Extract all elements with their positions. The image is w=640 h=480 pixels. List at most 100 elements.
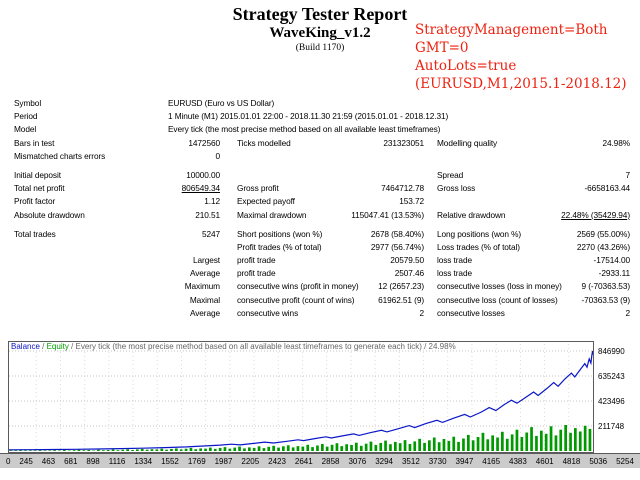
lot-size-bar	[102, 450, 105, 451]
metric-value: -6658163.44	[584, 183, 631, 194]
lot-size-bar	[462, 438, 465, 451]
metric-value-wide: Every tick (the most precise method base…	[168, 124, 441, 135]
metric-value: 806549.34	[181, 183, 220, 194]
lot-size-bar	[58, 450, 61, 451]
lot-size-bar	[155, 449, 159, 451]
lot-size-bar	[179, 449, 183, 451]
metric-value: 7	[625, 169, 630, 180]
report-row: Average consecutive wins 2 consecutive loss…	[0, 307, 640, 320]
metric-label: profit trade	[237, 255, 276, 266]
lot-size-bar	[325, 446, 329, 451]
lot-size-bar	[257, 446, 261, 451]
lot-size-bar	[374, 445, 378, 451]
x-axis-label: 1116	[108, 456, 126, 466]
x-axis-label: 3076	[348, 456, 367, 466]
metric-value: Maximum	[184, 281, 220, 292]
metric-value: Maximal	[189, 294, 220, 305]
report-row: Maximum consecutive wins (profit in money…	[0, 280, 640, 293]
lot-size-bar	[9, 450, 13, 451]
lot-size-bar	[520, 437, 524, 451]
x-axis-label: 3947	[455, 456, 474, 466]
report-row: Total net profit 806549.34 Gross profit 746…	[0, 182, 640, 195]
metric-value: 10000.00	[186, 169, 220, 180]
lot-size-bar	[379, 442, 383, 451]
x-axis-label: 2858	[321, 456, 340, 466]
lot-size-bar	[53, 450, 56, 451]
metric-label: profit trade	[237, 268, 276, 279]
metric-value: 12 (2657.23)	[378, 281, 424, 292]
lot-size-bar	[150, 449, 154, 451]
y-axis-label: 211748	[598, 421, 625, 431]
x-axis-label: 4165	[482, 456, 501, 466]
metric-value: -17514.00	[593, 255, 631, 266]
lot-size-bar	[471, 440, 475, 451]
lot-size-bar	[204, 448, 207, 451]
metric-value: 2	[625, 307, 630, 318]
lot-size-bar	[540, 430, 543, 451]
y-axis-label: 846990	[598, 347, 625, 356]
metric-label: Gross profit	[237, 183, 279, 194]
lot-size-bar	[364, 443, 368, 451]
build-label: (Build 1170)	[295, 43, 345, 53]
lot-size-bar	[442, 439, 446, 451]
lot-size-bar	[72, 450, 76, 451]
x-axis-strip: 0 245 463 681 898 1116 1334 1552 1769 1987 2205 242…	[0, 453, 640, 468]
metric-value: 153.72	[399, 196, 424, 207]
lot-size-bar	[330, 444, 334, 451]
lot-size-bar	[505, 438, 509, 451]
lot-size-bar	[286, 445, 290, 451]
metric-value: Largest	[193, 255, 220, 266]
strategy-name: WaveKing_v1.2	[269, 25, 371, 41]
metric-label: Spread	[437, 169, 464, 180]
lot-size-bar	[29, 450, 32, 451]
metric-value: 210.51	[195, 209, 220, 220]
x-axis-label: 245	[19, 456, 33, 466]
metric-value: 5247	[201, 228, 220, 239]
lot-size-bar	[140, 448, 144, 451]
lot-size-bar	[384, 440, 387, 451]
x-axis-label: 4601	[535, 456, 554, 466]
legend-balance: Balance	[11, 342, 40, 351]
y-axis-labels: 846990 635243 423496 211748	[598, 0, 638, 480]
lot-size-bar	[525, 432, 529, 451]
lot-size-bar	[437, 442, 441, 451]
x-axis-label: 1987	[214, 456, 233, 466]
chart-legend: Balance / Equity / Every tick (the most …	[11, 342, 456, 352]
lot-size-bar	[296, 446, 300, 451]
lot-size-bar	[184, 448, 188, 451]
x-axis-label: 4383	[509, 456, 527, 466]
metric-label: consecutive profit (count of wins)	[237, 294, 355, 305]
lot-size-bar	[82, 450, 86, 451]
lot-size-bar	[243, 448, 246, 451]
x-axis-label: 2641	[294, 456, 313, 466]
x-axis-label: 1769	[187, 456, 206, 466]
report-row: Absolute drawdown 210.51 Maximal drawdown 1…	[0, 209, 640, 222]
legend-description: / Every tick (the most precise method ba…	[68, 342, 456, 351]
report-row: Profit factor 1.12 Expected payoff 153.72	[0, 195, 640, 208]
metric-value: 1472560	[188, 137, 220, 148]
metric-value: 115047.41 (13.53%)	[351, 209, 424, 220]
legend-equity: Equity	[46, 342, 69, 351]
x-axis-label: 5036	[589, 456, 608, 466]
lot-size-bar	[282, 446, 285, 451]
legend-separator: /	[39, 342, 47, 351]
lot-size-bar	[564, 425, 567, 451]
lot-size-bar	[252, 447, 256, 451]
metric-label: consecutive wins	[237, 307, 299, 318]
lot-size-bar	[418, 438, 421, 451]
lot-size-bar	[267, 446, 271, 451]
metric-label: Total net profit	[14, 183, 65, 194]
x-axis-label: 5254	[616, 456, 634, 466]
lot-size-bar	[199, 448, 202, 451]
lot-size-bar	[321, 444, 324, 451]
lot-size-bar	[389, 444, 392, 451]
lot-size-bar	[355, 442, 358, 451]
lot-size-bar	[92, 450, 95, 451]
lot-size-bar	[291, 447, 295, 451]
lot-size-bar	[111, 449, 115, 451]
metric-value: 2270 (43.26%)	[576, 241, 630, 252]
metric-value: 9 (-70363.53)	[581, 281, 630, 292]
lot-size-bar	[423, 442, 426, 451]
lot-size-bar	[544, 433, 548, 451]
lot-size-bar	[87, 450, 91, 451]
